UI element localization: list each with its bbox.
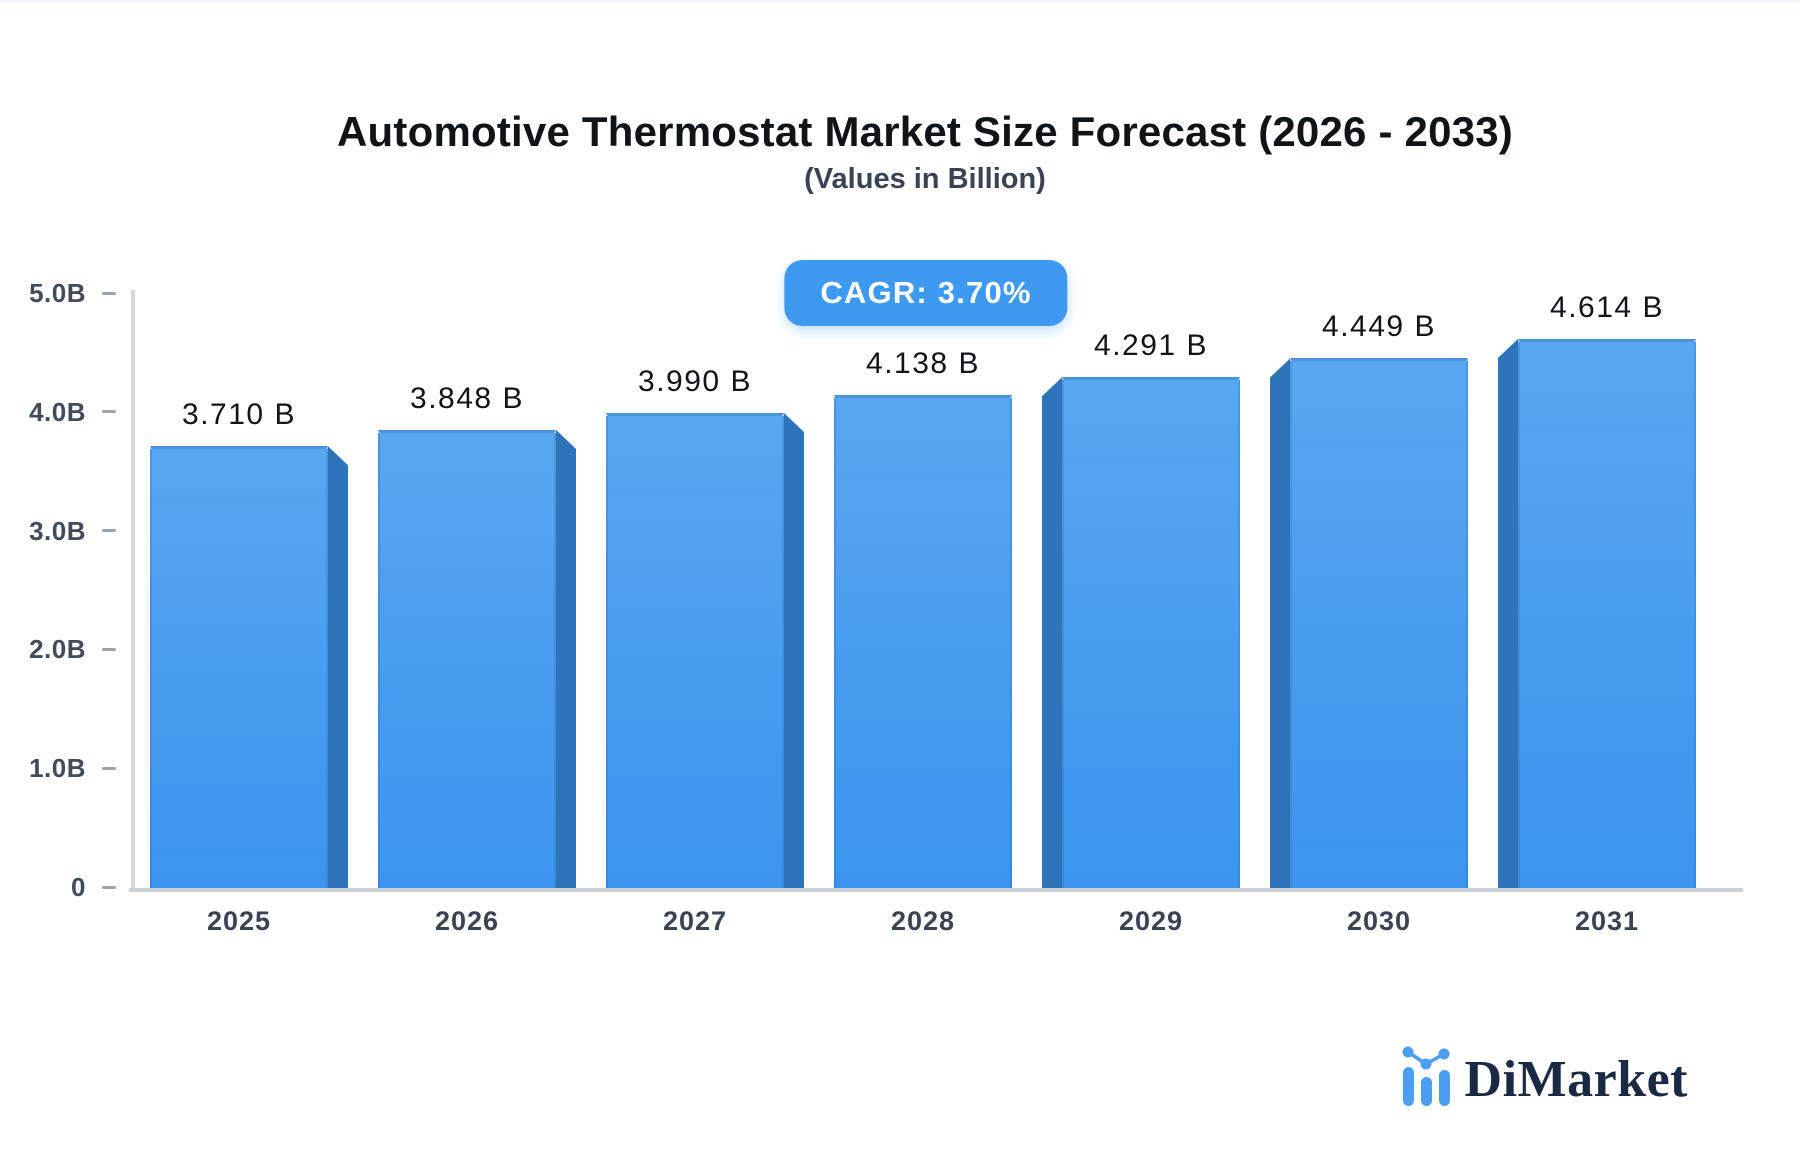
bar-value-label-2030: 4.449 B — [1322, 310, 1436, 344]
bar-line-chart-icon — [1402, 1046, 1450, 1106]
bar-2028 — [834, 395, 1012, 888]
bar-side-2026 — [556, 429, 576, 888]
bar-side-2029 — [1042, 377, 1062, 888]
y-tick-0 — [102, 885, 116, 889]
y-tick-5.0B — [102, 291, 116, 295]
cagr-badge: CAGR: 3.70% — [784, 260, 1068, 326]
y-tick-4.0B — [102, 410, 116, 414]
x-label-2029: 2029 — [1118, 906, 1184, 936]
cagr-badge-label: CAGR: 3.70% — [820, 275, 1032, 310]
x-label-2030: 2030 — [1346, 906, 1412, 936]
bar-2030 — [1290, 358, 1468, 888]
x-label-2027: 2027 — [662, 906, 728, 936]
bar-side-2030 — [1270, 358, 1290, 888]
bar-value-label-2028: 4.138 B — [866, 347, 980, 381]
bar-2027 — [606, 412, 784, 888]
y-tick-label-4.0B: 4.0B — [29, 396, 86, 427]
dimarket-logo: DiMarket — [1402, 1044, 1688, 1106]
y-tick-3.0B — [102, 529, 116, 533]
bar-side-2031 — [1498, 338, 1518, 888]
bar-value-label-2029: 4.291 B — [1094, 329, 1208, 363]
y-tick-1.0B — [102, 766, 116, 770]
x-label-2028: 2028 — [890, 906, 956, 936]
bar-side-2027 — [784, 412, 804, 888]
y-tick-2.0B — [102, 647, 116, 651]
bar-value-label-2025: 3.710 B — [182, 398, 296, 432]
bar-side-2025 — [328, 446, 348, 888]
y-tick-label-0: 0 — [71, 872, 86, 902]
x-label-2031: 2031 — [1574, 906, 1640, 936]
bar-value-label-2027: 3.990 B — [638, 364, 752, 398]
bar-2025 — [150, 446, 328, 888]
y-tick-label-3.0B: 3.0B — [29, 515, 86, 546]
y-axis-line — [131, 290, 135, 892]
dimarket-logo-text: DiMarket — [1464, 1051, 1688, 1108]
x-axis-line — [129, 888, 1743, 892]
chart-title: Automotive Thermostat Market Size Foreca… — [337, 108, 1513, 155]
y-tick-label-1.0B: 1.0B — [29, 753, 86, 784]
y-tick-label-2.0B: 2.0B — [29, 634, 86, 665]
chart-subtitle: (Values in Billion) — [804, 163, 1046, 195]
y-tick-label-5.0B: 5.0B — [29, 278, 86, 308]
bar-value-label-2031: 4.614 B — [1550, 290, 1664, 324]
bar-2031 — [1518, 338, 1696, 888]
bar-value-label-2026: 3.848 B — [410, 381, 524, 415]
x-label-2025: 2025 — [206, 906, 272, 936]
bar-2026 — [378, 429, 556, 888]
bar-2029 — [1062, 377, 1240, 888]
x-label-2026: 2026 — [434, 906, 500, 936]
